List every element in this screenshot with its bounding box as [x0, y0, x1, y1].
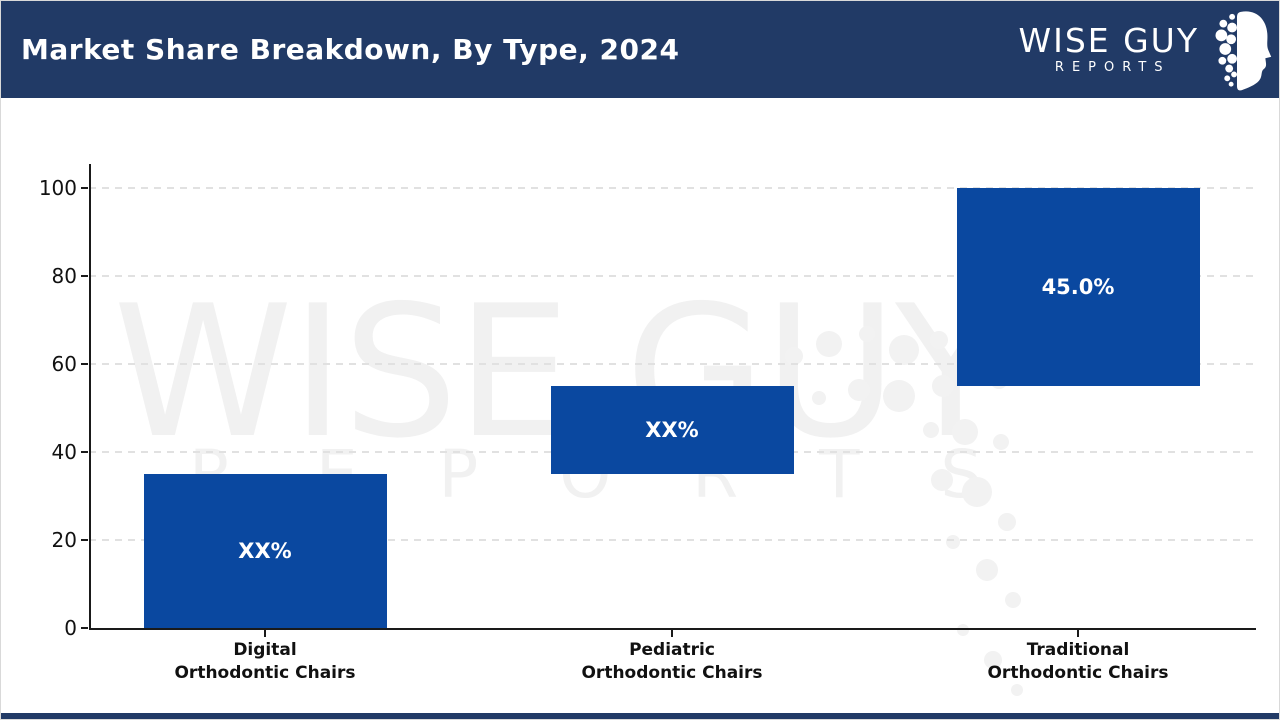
watermark-dot	[816, 331, 842, 357]
gridline-60	[89, 363, 1256, 365]
watermark-dot	[998, 513, 1016, 531]
y-axis-spine	[89, 164, 91, 630]
y-tick-label-60: 60	[51, 352, 77, 376]
logo-name: WISE GUY	[1018, 21, 1199, 60]
gridline-80	[89, 275, 1256, 277]
y-tick-label-20: 20	[51, 528, 77, 552]
bar-label-1: XX%	[238, 539, 292, 563]
watermark-dot	[932, 375, 954, 397]
footer-accent-bar	[1, 713, 1279, 719]
watermark-dot	[962, 477, 992, 507]
x-axis-spine	[89, 628, 1256, 630]
watermark-dot	[976, 559, 998, 581]
watermark-dot	[883, 380, 915, 412]
y-tick-label-0: 0	[64, 616, 77, 640]
y-tick-label-80: 80	[51, 264, 77, 288]
watermark-dot	[931, 469, 953, 491]
watermark-dot	[923, 422, 939, 438]
y-tick-mark-100	[81, 187, 88, 189]
gridline-100	[89, 187, 1256, 189]
x-tick-mark-3	[1077, 630, 1079, 637]
x-category-label-3: Traditional Orthodontic Chairs	[987, 640, 1169, 683]
watermark-dot	[889, 335, 919, 365]
watermark-dot	[930, 331, 948, 349]
watermark-dot	[952, 419, 978, 445]
watermark-dot	[946, 535, 960, 549]
watermark-dot	[1005, 592, 1021, 608]
watermark-dot	[859, 326, 875, 342]
watermark-dot	[785, 347, 803, 365]
bar-label-2: XX%	[645, 418, 699, 442]
y-tick-label-100: 100	[38, 176, 77, 200]
watermark-dot	[984, 651, 1002, 669]
watermark-dot	[957, 624, 969, 636]
x-tick-mark-1	[264, 630, 266, 637]
logo-subtitle: REPORTS	[1054, 60, 1171, 75]
watermark-dot	[1011, 684, 1023, 696]
bar-1	[143, 474, 387, 628]
header: Market Share Breakdown, By Type, 2024 WI…	[1, 1, 1279, 98]
x-category-label-1: Digital Orthodontic Chairs	[174, 640, 356, 683]
y-tick-label-40: 40	[51, 440, 77, 464]
y-tick-mark-40	[81, 451, 88, 453]
y-tick-mark-60	[81, 363, 88, 365]
head-profile-icon	[1215, 10, 1272, 90]
watermark-dot	[993, 434, 1009, 450]
brand-logo: WISE GUY REPORTS	[1018, 7, 1273, 93]
logo-wordmark: WISE GUY REPORTS	[1018, 21, 1199, 76]
bar-label-3: 45.0%	[1041, 275, 1115, 299]
watermark-dot	[848, 379, 870, 401]
bar-2	[550, 386, 794, 474]
bar-3	[956, 188, 1200, 386]
x-category-label-2: Pediatric Orthodontic Chairs	[581, 640, 763, 683]
y-tick-mark-80	[81, 275, 88, 277]
gridline-20	[89, 539, 1256, 541]
page-title: Market Share Breakdown, By Type, 2024	[21, 33, 680, 66]
x-tick-mark-2	[671, 630, 673, 637]
watermark-dot	[812, 391, 826, 405]
y-tick-mark-20	[81, 539, 88, 541]
y-tick-mark-0	[81, 627, 88, 629]
